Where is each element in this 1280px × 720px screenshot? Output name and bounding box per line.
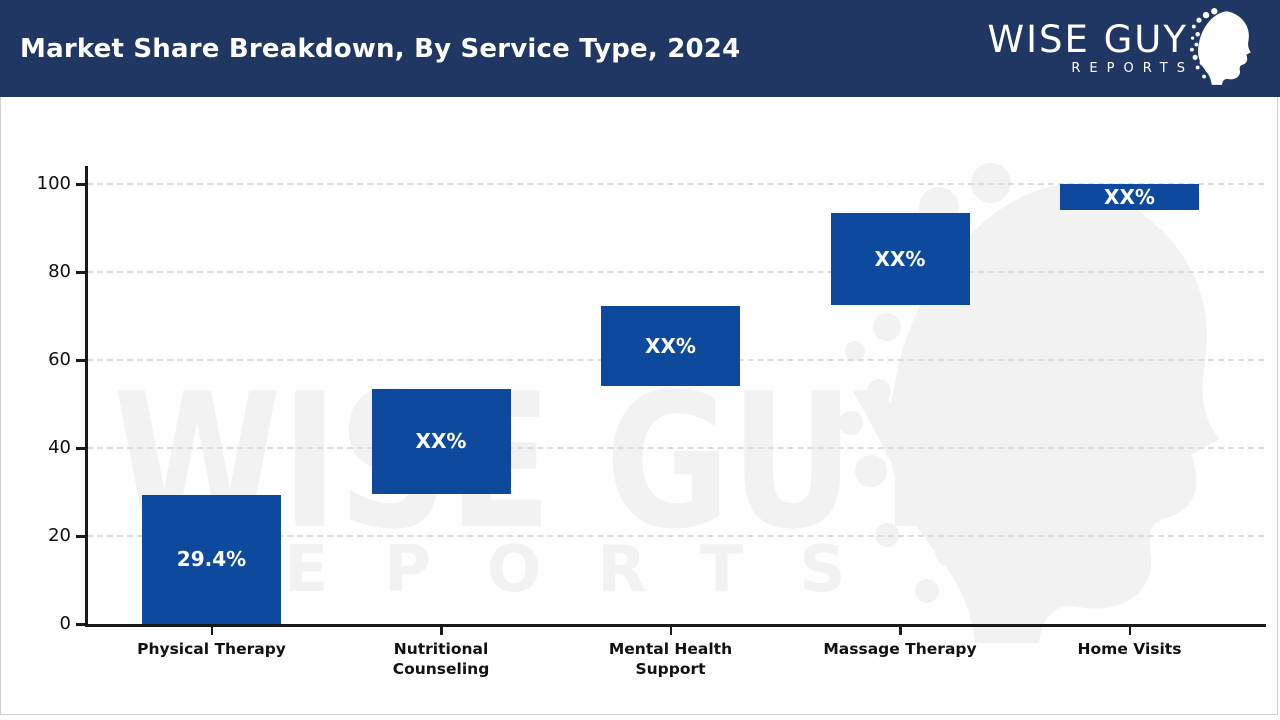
bar-segment: XX% — [1060, 184, 1199, 211]
y-tick-40 — [76, 447, 85, 450]
x-category-label: Home Visits — [1020, 639, 1240, 659]
plot-area: 0 20 40 60 80 100 29.4% Physical Therapy XX% Nutr… — [37, 166, 1266, 678]
y-axis-line — [85, 166, 88, 627]
x-category-label-line: Massage Therapy — [823, 640, 977, 658]
y-tick-label: 0 — [59, 613, 71, 634]
y-tick-80 — [76, 271, 85, 274]
gridline-40 — [87, 447, 1264, 449]
bar-segment: XX% — [830, 212, 970, 305]
logo-subtitle: REPORTS — [1071, 61, 1194, 76]
logo-wordmark: WISE GUY — [987, 18, 1188, 61]
bar-segment: 29.4% — [142, 494, 281, 624]
y-tick-label: 80 — [48, 261, 71, 282]
x-category-label-line: Home Visits — [1077, 640, 1182, 658]
x-axis-line — [85, 624, 1266, 627]
logo-text: WISE GUY REPORTS — [987, 18, 1188, 77]
bar-value-label: XX% — [1104, 185, 1155, 210]
x-category-label: Physical Therapy — [102, 639, 322, 659]
x-tick — [899, 627, 902, 635]
x-category-label-line: Mental Health — [608, 640, 733, 658]
y-tick-label: 20 — [48, 525, 71, 546]
x-category-label: Mental Health Support — [561, 639, 781, 679]
gridline-80 — [87, 271, 1264, 273]
bar-value-label: XX% — [645, 334, 696, 359]
y-tick-label: 60 — [48, 349, 71, 370]
gridline-20 — [87, 535, 1264, 537]
y-tick-20 — [76, 535, 85, 538]
gridline-100 — [87, 183, 1264, 185]
bar-value-label: 29.4% — [176, 547, 247, 572]
x-category-label: Nutritional Counseling — [331, 639, 551, 679]
x-category-label-line: Support — [635, 660, 706, 678]
bar-value-label: XX% — [415, 429, 467, 454]
x-category-label: Massage Therapy — [790, 639, 1010, 659]
y-tick-60 — [76, 359, 85, 362]
x-category-label-line: Counseling — [392, 660, 490, 678]
x-tick — [440, 627, 443, 635]
bar-segment: XX% — [371, 388, 511, 495]
x-tick — [1128, 627, 1131, 635]
y-tick-label: 100 — [36, 173, 71, 194]
x-category-label-line: Physical Therapy — [137, 640, 286, 658]
header-bar: Market Share Breakdown, By Service Type,… — [0, 0, 1280, 97]
page-title: Market Share Breakdown, By Service Type,… — [20, 33, 741, 64]
x-tick — [669, 627, 672, 635]
wise-guy-reports-logo: WISE GUY REPORTS — [988, 7, 1254, 91]
bar-segment: XX% — [601, 305, 740, 387]
y-tick-0 — [76, 623, 85, 626]
x-category-label-line: Nutritional — [393, 640, 489, 658]
y-tick-100 — [76, 183, 85, 186]
bar-value-label: XX% — [874, 246, 926, 271]
y-tick-label: 40 — [48, 437, 71, 458]
logo-face-icon — [1190, 7, 1251, 85]
x-tick — [210, 627, 213, 635]
